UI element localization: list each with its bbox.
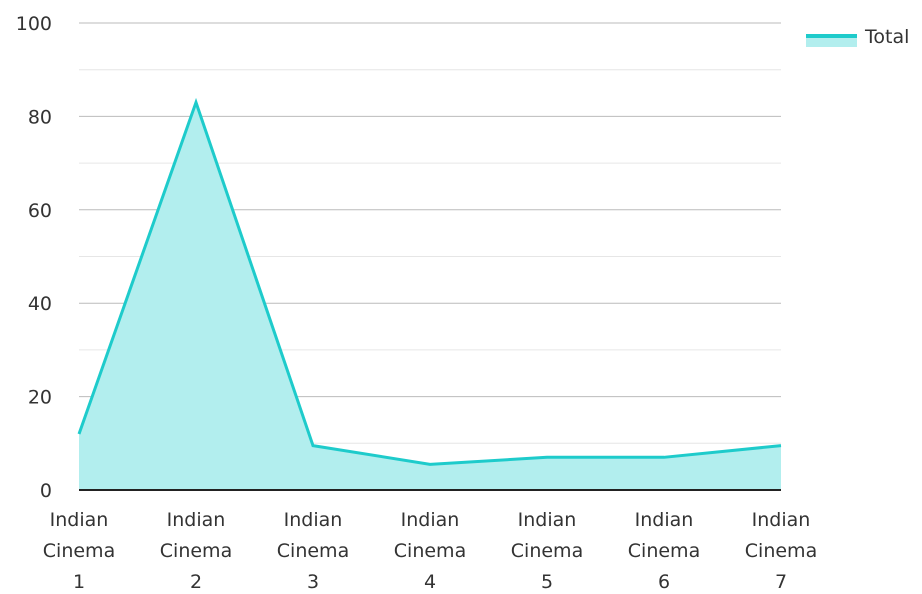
y-tick-label: 100 [16,13,52,35]
x-tick-label: Indian Cinema 2 [160,509,232,593]
area-fill-total [79,102,781,490]
legend[interactable]: Total [806,26,909,48]
x-tick-label: Indian Cinema 3 [277,509,349,593]
x-tick-label: Indian Cinema 6 [628,509,700,593]
legend-label-total: Total [864,26,909,48]
y-tick-label: 20 [28,387,52,409]
y-tick-label: 0 [40,480,52,502]
legend-swatch-total [806,36,857,47]
line-total [77,97,782,466]
y-tick-label: 40 [28,293,52,315]
y-tick-label: 60 [28,200,52,222]
y-tick-label: 80 [28,106,52,128]
series-area [79,102,781,490]
x-tick-label: Indian Cinema 7 [745,509,817,593]
series-line [77,97,782,466]
x-tick-label: Indian Cinema 4 [394,509,466,593]
x-tick-label: Indian Cinema 1 [43,509,115,593]
x-tick-label: Indian Cinema 5 [511,509,583,593]
x-tick-labels: Indian Cinema 1 Indian Cinema 2 Indian Cinema 3 I… [43,509,817,593]
y-tick-labels: 0 20 40 60 80 100 [16,13,52,502]
